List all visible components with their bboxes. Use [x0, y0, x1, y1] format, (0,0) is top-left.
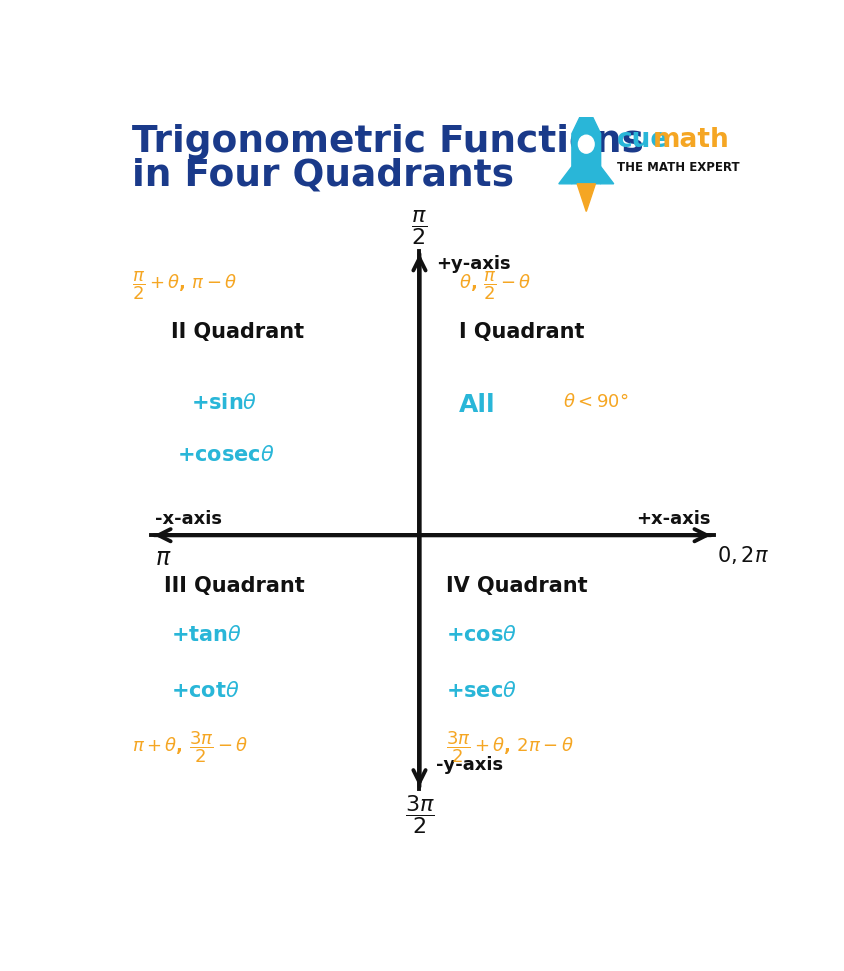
Text: +sin$\theta$: +sin$\theta$ [191, 393, 257, 413]
Text: IV Quadrant: IV Quadrant [446, 577, 587, 596]
Text: +sec$\theta$: +sec$\theta$ [446, 681, 517, 701]
Text: +cot$\theta$: +cot$\theta$ [171, 681, 240, 701]
Circle shape [578, 135, 594, 153]
Text: +tan$\theta$: +tan$\theta$ [171, 625, 241, 645]
Text: -x-axis: -x-axis [154, 510, 222, 527]
Text: II Quadrant: II Quadrant [171, 322, 304, 342]
Text: All: All [459, 393, 495, 418]
Text: +cos$\theta$: +cos$\theta$ [446, 625, 517, 645]
Polygon shape [601, 167, 614, 184]
Polygon shape [572, 104, 601, 184]
Text: cue: cue [617, 127, 669, 153]
Polygon shape [577, 184, 595, 212]
Text: +x-axis: +x-axis [636, 510, 711, 527]
Text: $0, 2\pi$: $0, 2\pi$ [717, 544, 769, 566]
Text: +cosec$\theta$: +cosec$\theta$ [177, 446, 275, 465]
Text: +y-axis: +y-axis [436, 254, 511, 273]
Text: Trigonometric Functions: Trigonometric Functions [132, 124, 643, 160]
Text: $\dfrac{3\pi}{2}$: $\dfrac{3\pi}{2}$ [404, 793, 435, 836]
Text: $\theta < 90°$: $\theta < 90°$ [564, 393, 629, 411]
Text: I Quadrant: I Quadrant [459, 322, 584, 342]
Text: $\dfrac{3\pi}{2}+\theta$, $2\pi-\theta$: $\dfrac{3\pi}{2}+\theta$, $2\pi-\theta$ [446, 729, 573, 765]
Text: -y-axis: -y-axis [436, 755, 503, 774]
Text: $\pi$: $\pi$ [154, 547, 171, 570]
Text: THE MATH EXPERT: THE MATH EXPERT [617, 161, 739, 174]
Text: in Four Quadrants: in Four Quadrants [132, 157, 514, 193]
Text: III Quadrant: III Quadrant [165, 577, 306, 596]
Text: $\pi+\theta$, $\dfrac{3\pi}{2}-\theta$: $\pi+\theta$, $\dfrac{3\pi}{2}-\theta$ [132, 729, 248, 765]
Text: $\theta$, $\dfrac{\pi}{2}-\theta$: $\theta$, $\dfrac{\pi}{2}-\theta$ [459, 270, 532, 302]
Text: $\dfrac{\pi}{2}+\theta$, $\pi-\theta$: $\dfrac{\pi}{2}+\theta$, $\pi-\theta$ [132, 270, 237, 302]
Text: math: math [652, 127, 729, 153]
Polygon shape [559, 167, 572, 184]
Text: $\dfrac{\pi}{2}$: $\dfrac{\pi}{2}$ [411, 209, 428, 248]
